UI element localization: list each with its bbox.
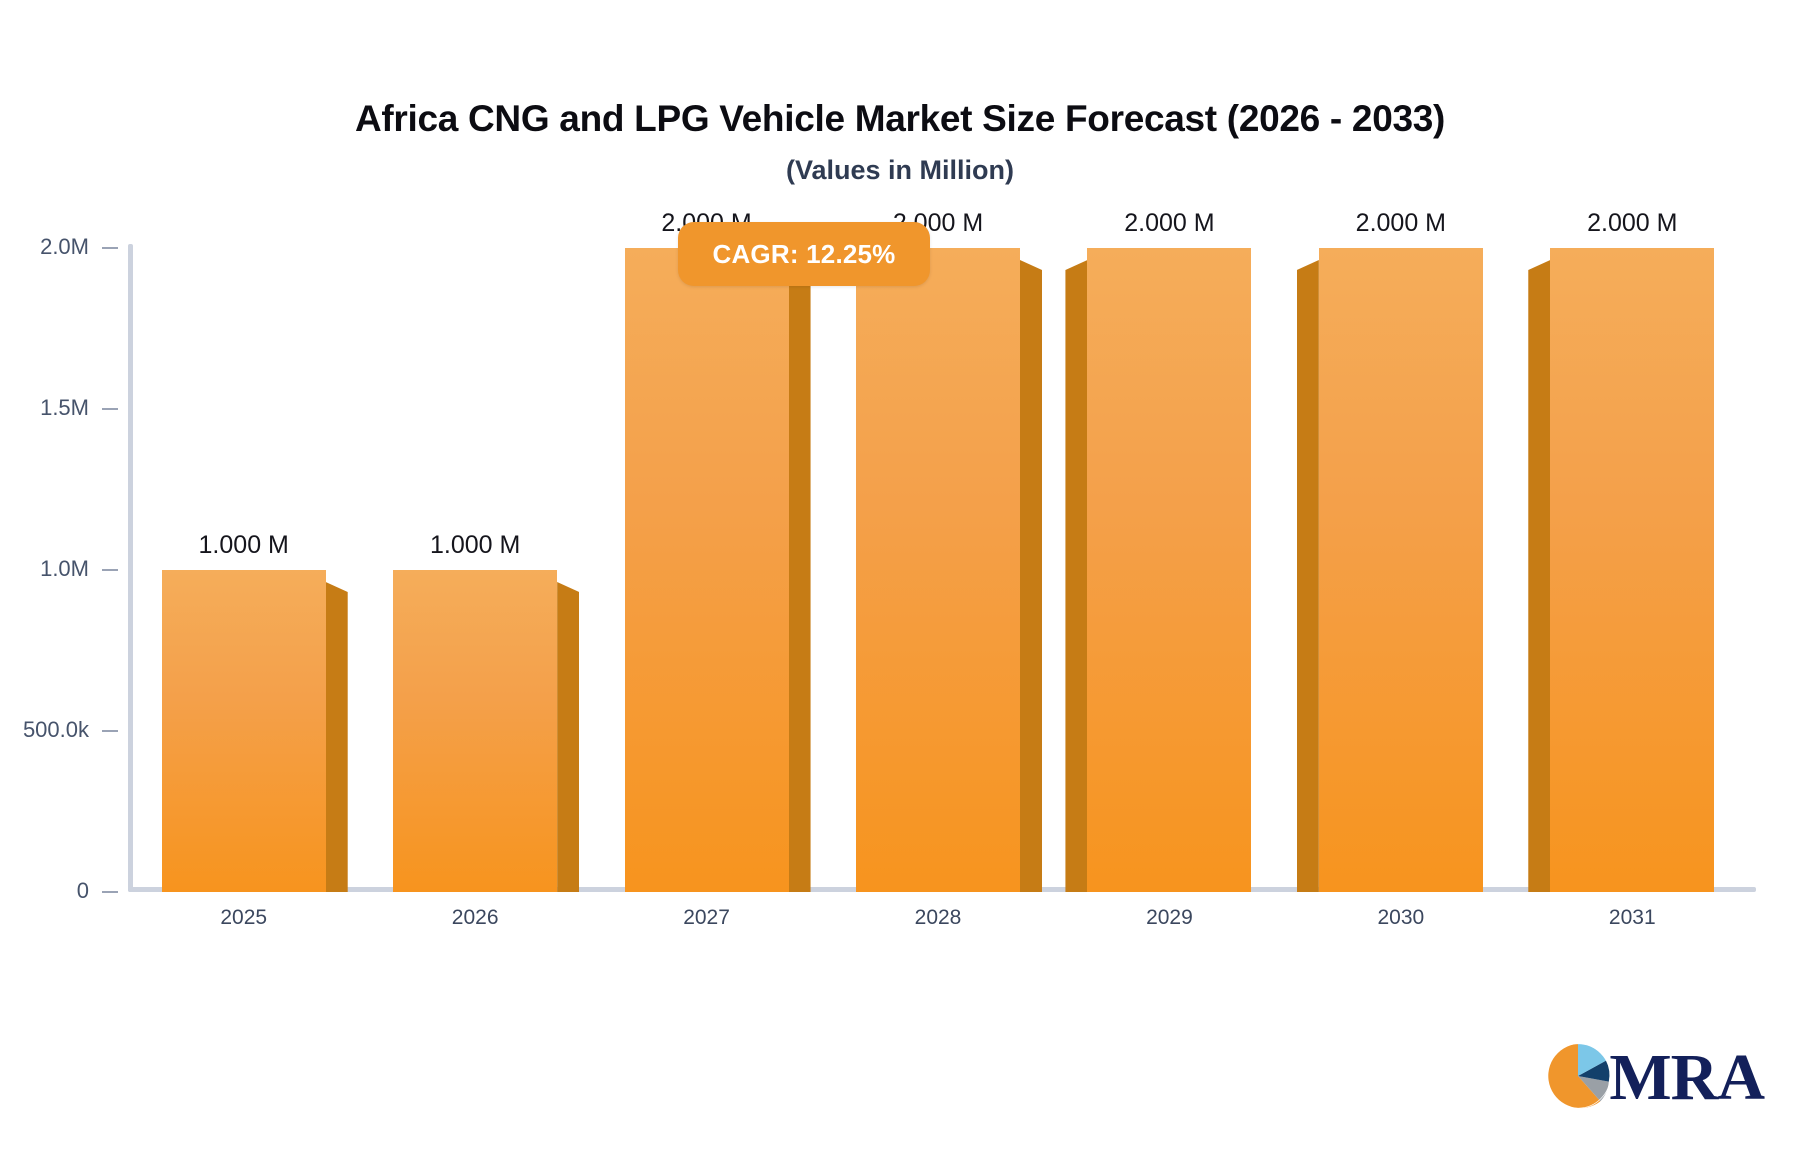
page-title: Africa CNG and LPG Vehicle Market Size F…: [354, 98, 1446, 139]
y-axis-tick-mark: [102, 408, 118, 410]
bar[interactable]: 1.000 M: [393, 531, 580, 892]
bar[interactable]: 2.000 M: [1296, 209, 1483, 892]
bar-value-label: 2.000 M: [1124, 209, 1215, 237]
bar-front-face: [1550, 248, 1715, 892]
cagr-badge[interactable]: CAGR: 12.25%: [678, 222, 930, 286]
bar[interactable]: 1.000 M: [161, 531, 348, 892]
y-axis-tick-label: 500.0k: [22, 717, 89, 742]
bar-value-label: 2.000 M: [1587, 209, 1678, 237]
x-axis-label: 2027: [683, 906, 730, 929]
bar-front-face: [393, 570, 558, 892]
plot-area: 1.000 M 1.000 M 2.000 M 2.000 M 2.000 M 2.000…: [128, 209, 1748, 892]
x-axis-label: 2029: [1146, 906, 1193, 929]
bar-value-label: 2.000 M: [1355, 209, 1447, 237]
title-block: Africa CNG and LPG Vehicle Market Size F…: [0, 96, 1800, 186]
x-axis-label: 2031: [1608, 906, 1656, 929]
pie-chart-icon: [1543, 1041, 1613, 1116]
bar-side-face: [557, 582, 580, 892]
x-axis-label: 2026: [451, 906, 499, 929]
y-axis-tick-label: 1.0M: [40, 556, 89, 581]
y-axis-tick-label: 1.5M: [40, 395, 89, 420]
bar[interactable]: 2.000 M: [624, 209, 811, 892]
x-axis-label: 2028: [914, 906, 962, 929]
bar-front-face: [856, 248, 1020, 892]
bar-side-face: [788, 260, 811, 892]
y-axis-tick-mark: [102, 569, 118, 571]
mra-logo: MRA: [1543, 1041, 1765, 1116]
y-axis-line: [128, 244, 133, 892]
bar-side-face: [1296, 260, 1319, 892]
bar-side-face: [1065, 260, 1088, 892]
y-axis-tick-mark: [102, 730, 118, 732]
x-axis-label: 2030: [1377, 906, 1425, 929]
bar-value-label: 1.000 M: [198, 531, 289, 559]
cagr-badge-label: CAGR: 12.25%: [712, 238, 896, 269]
y-axis-tick-label: 0: [76, 878, 89, 903]
chart-subtitle: (Values in Million): [785, 155, 1015, 185]
y-axis-tick-label: 2.0M: [40, 234, 89, 259]
bar-value-label: 1.000 M: [429, 531, 521, 559]
bar-side-face: [1020, 260, 1042, 892]
bar-side-face: [1528, 260, 1551, 892]
bar[interactable]: 2.000 M: [1528, 209, 1715, 892]
x-axis-label: 2025: [220, 906, 268, 929]
bar[interactable]: 2.000 M: [1065, 209, 1252, 892]
bar-side-face: [325, 582, 348, 892]
bar-front-face: [1318, 248, 1483, 892]
bar-front-face: [624, 248, 789, 892]
y-axis-tick-mark: [102, 247, 118, 249]
mra-logo-text: MRA: [1609, 1041, 1765, 1114]
bar-front-face: [161, 570, 326, 892]
y-axis-tick-mark: [102, 891, 118, 893]
bar[interactable]: 2.000 M: [856, 209, 1042, 892]
bar-front-face: [1087, 248, 1252, 892]
